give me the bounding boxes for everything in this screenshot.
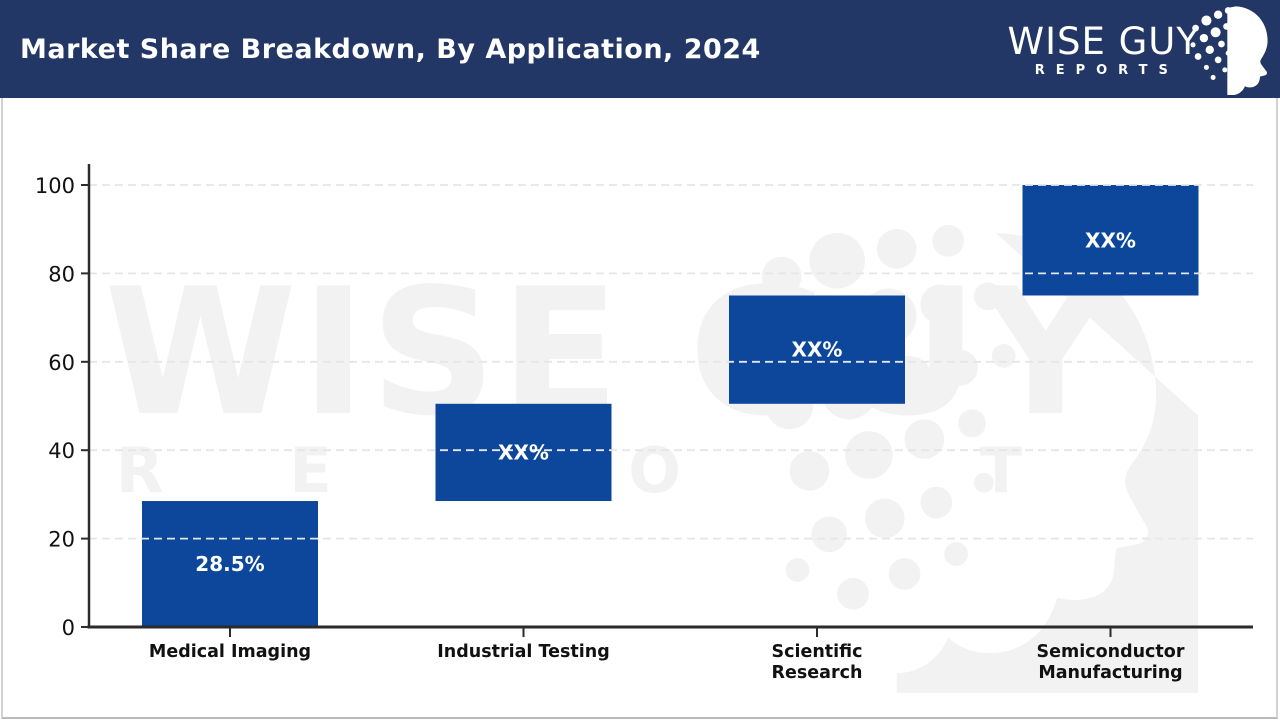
svg-text:Industrial Testing: Industrial Testing <box>437 642 610 662</box>
svg-text:28.5%: 28.5% <box>195 552 264 576</box>
wise-guy-face-icon <box>1190 6 1268 95</box>
svg-text:XX%: XX% <box>1085 228 1136 252</box>
svg-text:XX%: XX% <box>498 440 549 464</box>
svg-text:100: 100 <box>35 174 75 198</box>
chart-canvas: 0 20 40 60 80 100 Medical Imaging Industrial Te… <box>35 164 1253 683</box>
svg-text:60: 60 <box>48 351 75 375</box>
logo-text: WISE GUY REPORTS <box>1008 23 1200 78</box>
svg-text:80: 80 <box>48 262 75 286</box>
svg-text:0: 0 <box>62 616 75 640</box>
svg-text:Semiconductor: Semiconductor <box>1037 642 1185 662</box>
header: Market Share Breakdown, By Application, … <box>0 0 1280 98</box>
svg-text:Research: Research <box>772 663 863 683</box>
svg-text:Medical Imaging: Medical Imaging <box>149 642 311 662</box>
logo-wordmark: WISE GUY <box>1007 19 1200 63</box>
wise-guy-logo: WISE GUY REPORTS <box>1008 2 1272 96</box>
svg-text:40: 40 <box>48 439 75 463</box>
chart-area: WISE GUY R E P O R T S 0 20 40 60 80 100 Medic… <box>0 98 1280 720</box>
svg-text:XX%: XX% <box>792 338 843 362</box>
page-title: Market Share Breakdown, By Application, … <box>20 33 761 65</box>
logo-subtitle: REPORTS <box>1034 62 1179 78</box>
svg-text:20: 20 <box>48 528 75 552</box>
svg-text:Scientific: Scientific <box>771 642 862 662</box>
svg-text:Manufacturing: Manufacturing <box>1038 663 1182 683</box>
